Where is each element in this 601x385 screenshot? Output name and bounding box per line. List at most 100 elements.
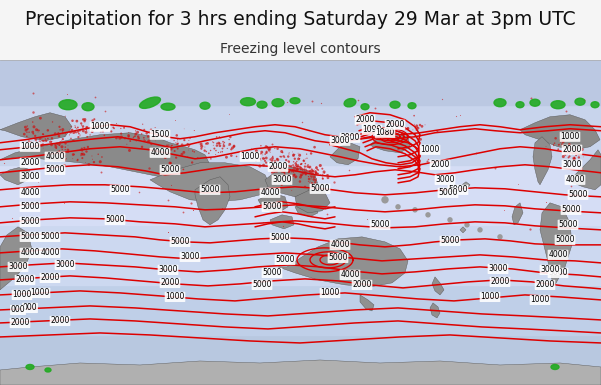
Point xyxy=(129,135,138,141)
Point xyxy=(288,152,298,159)
Ellipse shape xyxy=(161,103,175,110)
Point xyxy=(143,139,153,145)
Point xyxy=(296,164,306,171)
Point xyxy=(554,142,564,148)
Point xyxy=(201,149,211,155)
Point xyxy=(256,142,266,149)
Point xyxy=(301,172,311,178)
Point xyxy=(38,142,48,148)
Point xyxy=(312,164,322,170)
Point xyxy=(262,149,272,155)
Point xyxy=(294,154,304,160)
Point xyxy=(78,123,88,129)
Point xyxy=(284,169,294,175)
Point xyxy=(312,165,322,171)
Point xyxy=(79,128,88,134)
Point xyxy=(293,164,302,170)
Point xyxy=(148,129,158,135)
Point xyxy=(29,124,39,130)
Point xyxy=(285,168,294,174)
Point xyxy=(31,137,40,143)
Point xyxy=(61,113,70,119)
Point xyxy=(55,142,64,148)
Point xyxy=(291,164,301,170)
Point xyxy=(567,158,577,164)
Point xyxy=(323,172,332,178)
Text: 1000: 1000 xyxy=(320,288,340,297)
Point xyxy=(227,152,236,159)
Point xyxy=(224,142,234,149)
Point xyxy=(276,166,286,172)
Point xyxy=(330,179,340,185)
Point xyxy=(151,138,160,144)
Point xyxy=(77,151,87,157)
Text: 5000: 5000 xyxy=(569,190,588,199)
Point xyxy=(47,119,57,125)
Point xyxy=(144,129,154,135)
Point xyxy=(542,144,551,150)
Point xyxy=(57,144,67,150)
Point xyxy=(279,164,289,171)
Point xyxy=(58,151,67,157)
Text: 1000: 1000 xyxy=(480,293,499,301)
Circle shape xyxy=(413,208,417,212)
Point xyxy=(70,129,80,135)
Point xyxy=(270,166,279,172)
Point xyxy=(212,142,222,149)
Point xyxy=(47,139,56,145)
Circle shape xyxy=(498,235,502,239)
Point xyxy=(318,171,328,177)
Point xyxy=(277,169,287,175)
Point xyxy=(193,155,203,161)
Point xyxy=(315,163,325,169)
Point xyxy=(178,166,188,172)
Point xyxy=(295,152,305,158)
Point xyxy=(76,127,85,134)
Point xyxy=(112,135,121,141)
Point xyxy=(298,171,308,177)
Point xyxy=(410,121,419,127)
Point xyxy=(141,137,150,144)
Point xyxy=(144,138,154,144)
Circle shape xyxy=(396,205,400,209)
Point xyxy=(69,152,78,158)
Polygon shape xyxy=(370,133,410,153)
Point xyxy=(265,146,275,152)
Point xyxy=(33,129,43,135)
Point xyxy=(267,169,277,176)
Point xyxy=(417,123,427,129)
Point xyxy=(216,136,226,142)
Point xyxy=(70,123,80,129)
Point xyxy=(87,129,97,135)
Point xyxy=(277,182,287,188)
Point xyxy=(82,125,91,131)
Point xyxy=(189,127,199,134)
Point xyxy=(305,168,314,174)
Point xyxy=(570,156,579,162)
Point xyxy=(371,105,380,111)
Point xyxy=(525,226,535,232)
Text: 2000: 2000 xyxy=(20,158,40,167)
Point xyxy=(173,146,183,152)
Point xyxy=(67,127,77,133)
Polygon shape xyxy=(462,182,470,189)
Point xyxy=(78,125,88,131)
Text: 5000: 5000 xyxy=(40,233,59,241)
Point xyxy=(66,123,76,129)
Point xyxy=(206,156,216,162)
Ellipse shape xyxy=(361,104,369,110)
Point xyxy=(97,154,107,160)
Point xyxy=(278,149,287,156)
Text: 5000: 5000 xyxy=(252,280,272,290)
Ellipse shape xyxy=(200,102,210,109)
Text: 1500: 1500 xyxy=(150,130,169,139)
Point xyxy=(311,177,321,184)
Point xyxy=(266,149,275,155)
Point xyxy=(284,151,294,157)
Point xyxy=(37,142,46,149)
Point xyxy=(58,130,67,136)
Text: 1000: 1000 xyxy=(560,132,580,141)
Point xyxy=(294,156,304,162)
Point xyxy=(69,151,79,157)
Point xyxy=(93,121,102,127)
